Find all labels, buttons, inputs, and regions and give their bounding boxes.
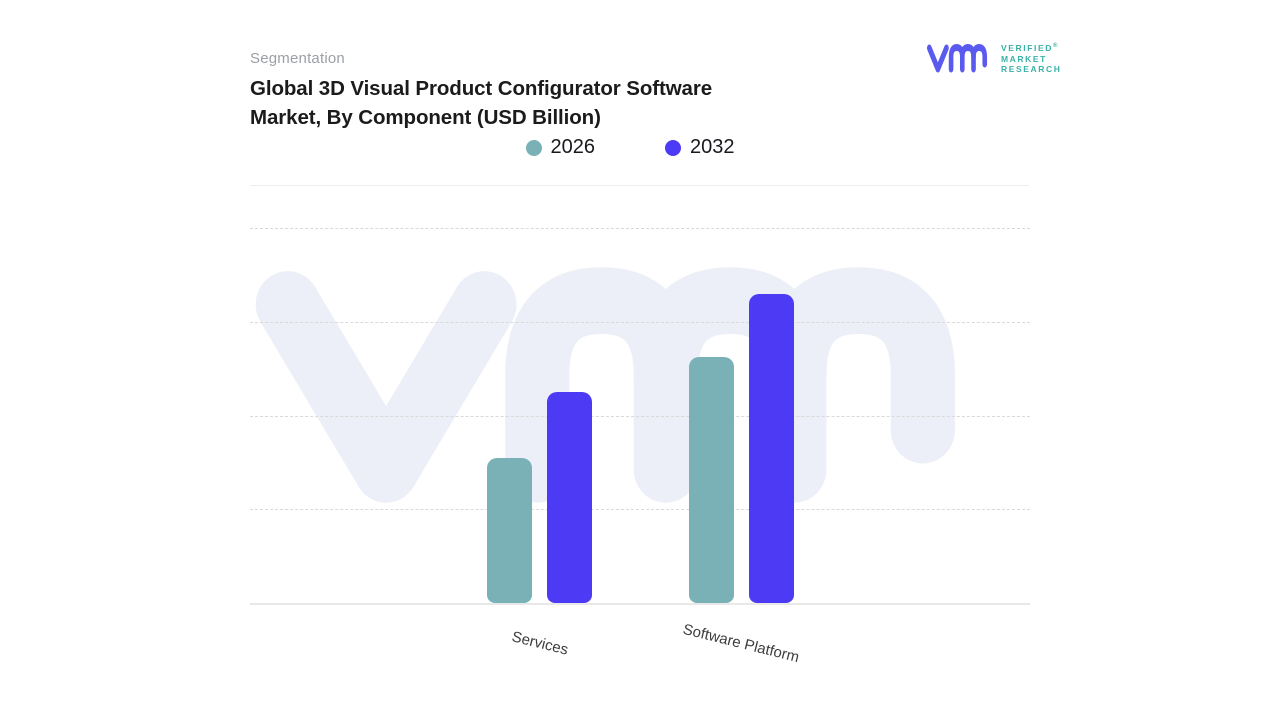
gridline [250,415,1030,417]
chart-title-line2: Market, By Component (USD Billion) [250,106,601,129]
legend-item-2026[interactable]: 2026 [525,136,596,159]
legend-item-2032[interactable]: 2032 [665,136,735,159]
vmr-logo-text: VERIFIED® MARKET RESEARCH [1001,41,1062,75]
legend-swatch-icon [525,139,542,156]
registered-mark-icon: ® [1053,43,1058,50]
legend-label: 2032 [690,136,735,158]
legend-swatch-icon [665,139,681,156]
x-axis-line [250,603,1030,605]
chart-title: Global 3D Visual Product Configurator So… [250,74,850,132]
gridline [250,321,1030,323]
bar-services-2026 [487,457,532,603]
vmr-watermark-icon [250,226,1006,540]
bar-software-platform-2032 [748,293,794,603]
eyebrow-label: Segmentation [250,50,345,67]
bar-services-2032 [547,392,592,603]
legend-label: 2026 [550,136,596,158]
logo-line-market: MARKET [1001,53,1047,64]
gridline [250,509,1030,511]
logo-line-verified: VERIFIED® [1001,43,1058,54]
category-labels: Services Software Platform [250,603,1030,693]
bar-software-platform-2026 [688,357,734,603]
legend: 2026 2032 [250,136,1010,159]
header-divider [250,185,1029,186]
plot-area [250,226,1030,605]
gridline [250,228,1030,229]
vmr-logo: VERIFIED® MARKET RESEARCH [926,38,1062,78]
category-label-services: Services [509,628,570,659]
vmr-monogram-icon [926,38,992,78]
chart-title-line1: Global 3D Visual Product Configurator So… [250,77,713,100]
logo-line-research: RESEARCH [1001,64,1062,75]
category-label-software-platform: Software Platform [681,620,801,667]
